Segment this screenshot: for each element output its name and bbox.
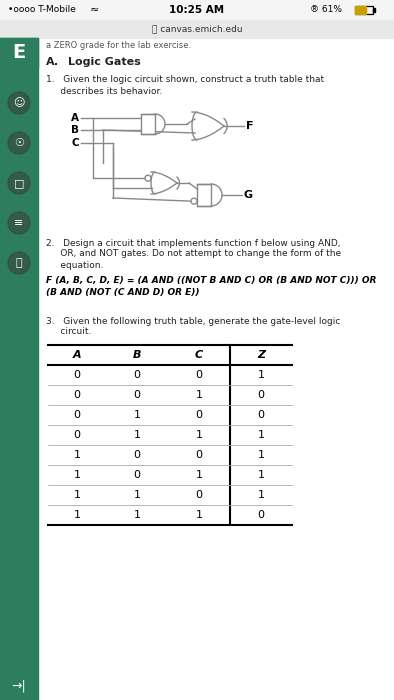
Bar	[373, 8, 375, 12]
Bar	[141, 114, 155, 134]
Text: Z: Z	[257, 350, 265, 360]
Text: 0: 0	[134, 450, 141, 460]
Text: 10:25 AM: 10:25 AM	[169, 5, 225, 15]
Bar	[0, 20, 394, 38]
Circle shape	[8, 92, 30, 114]
Text: □: □	[14, 178, 24, 188]
Text: B: B	[71, 125, 79, 135]
Text: 🔒 canvas.emich.edu: 🔒 canvas.emich.edu	[152, 25, 242, 34]
Bar	[0, 0, 394, 20]
Text: 1: 1	[195, 430, 203, 440]
Text: 1: 1	[74, 450, 80, 460]
Bar	[0, 38, 38, 700]
Text: →|: →|	[12, 680, 26, 692]
Text: G: G	[244, 190, 253, 200]
Text: 0: 0	[195, 490, 203, 500]
Text: 1: 1	[134, 510, 141, 520]
Text: 1: 1	[258, 470, 264, 480]
Text: circuit.: circuit.	[46, 328, 91, 337]
Text: OR, and NOT gates. Do not attempt to change the form of the: OR, and NOT gates. Do not attempt to cha…	[46, 249, 341, 258]
Text: 2.   Design a circuit that implements function f below using AND,: 2. Design a circuit that implements func…	[46, 239, 340, 248]
Text: A.: A.	[46, 57, 59, 67]
Text: 0: 0	[74, 370, 80, 380]
Text: 0: 0	[134, 390, 141, 400]
Text: F: F	[246, 121, 253, 131]
Text: 0: 0	[258, 390, 264, 400]
Text: 0: 0	[195, 370, 203, 380]
Text: 0: 0	[195, 410, 203, 420]
Circle shape	[8, 252, 30, 274]
Bar	[355, 6, 366, 14]
Bar	[355, 6, 373, 14]
Text: 1: 1	[74, 490, 80, 500]
Circle shape	[8, 172, 30, 194]
Text: F (A, B, C, D, E) = (A AND ((NOT B AND C) OR (B AND NOT C))) OR: F (A, B, C, D, E) = (A AND ((NOT B AND C…	[46, 276, 376, 286]
Bar	[0, 38, 38, 68]
Text: 1: 1	[134, 430, 141, 440]
Text: ☺: ☺	[13, 98, 25, 108]
Text: ≈: ≈	[90, 5, 99, 15]
Bar	[197, 184, 211, 206]
Text: A: A	[72, 350, 81, 360]
Text: 1.   Given the logic circuit shown, construct a truth table that: 1. Given the logic circuit shown, constr…	[46, 76, 324, 85]
Text: C: C	[71, 138, 79, 148]
Text: 1: 1	[195, 510, 203, 520]
Text: 1: 1	[258, 430, 264, 440]
Circle shape	[8, 132, 30, 154]
Text: 1: 1	[74, 470, 80, 480]
Text: ≡: ≡	[14, 218, 24, 228]
Text: 1: 1	[134, 410, 141, 420]
Text: B: B	[133, 350, 141, 360]
Text: 0: 0	[258, 510, 264, 520]
Text: 1: 1	[134, 490, 141, 500]
Text: 1: 1	[258, 490, 264, 500]
Text: describes its behavior.: describes its behavior.	[46, 87, 162, 95]
Circle shape	[145, 175, 151, 181]
Text: 1: 1	[74, 510, 80, 520]
Text: ⓘ: ⓘ	[16, 258, 22, 268]
Text: equation.: equation.	[46, 260, 103, 270]
Text: ® 61%: ® 61%	[310, 6, 342, 15]
Text: 1: 1	[258, 450, 264, 460]
Text: 0: 0	[74, 430, 80, 440]
Text: 0: 0	[74, 410, 80, 420]
Text: 0: 0	[134, 370, 141, 380]
Text: 0: 0	[134, 470, 141, 480]
Text: 1: 1	[195, 390, 203, 400]
Text: A: A	[71, 113, 79, 123]
Text: 1: 1	[195, 470, 203, 480]
Text: a ZERO grade for the lab exercise.: a ZERO grade for the lab exercise.	[46, 41, 191, 50]
Circle shape	[191, 198, 197, 204]
Text: Logic Gates: Logic Gates	[68, 57, 141, 67]
Text: 3.   Given the following truth table, generate the gate-level logic: 3. Given the following truth table, gene…	[46, 316, 340, 326]
Text: E: E	[12, 43, 26, 62]
Text: 0: 0	[74, 390, 80, 400]
Text: 0: 0	[258, 410, 264, 420]
Text: C: C	[195, 350, 203, 360]
Text: 1: 1	[258, 370, 264, 380]
Text: ☉: ☉	[14, 138, 24, 148]
Text: (B AND (NOT (C AND D) OR E)): (B AND (NOT (C AND D) OR E))	[46, 288, 199, 298]
Circle shape	[8, 212, 30, 234]
Text: •oooo T-Mobile: •oooo T-Mobile	[8, 6, 76, 15]
Text: 0: 0	[195, 450, 203, 460]
